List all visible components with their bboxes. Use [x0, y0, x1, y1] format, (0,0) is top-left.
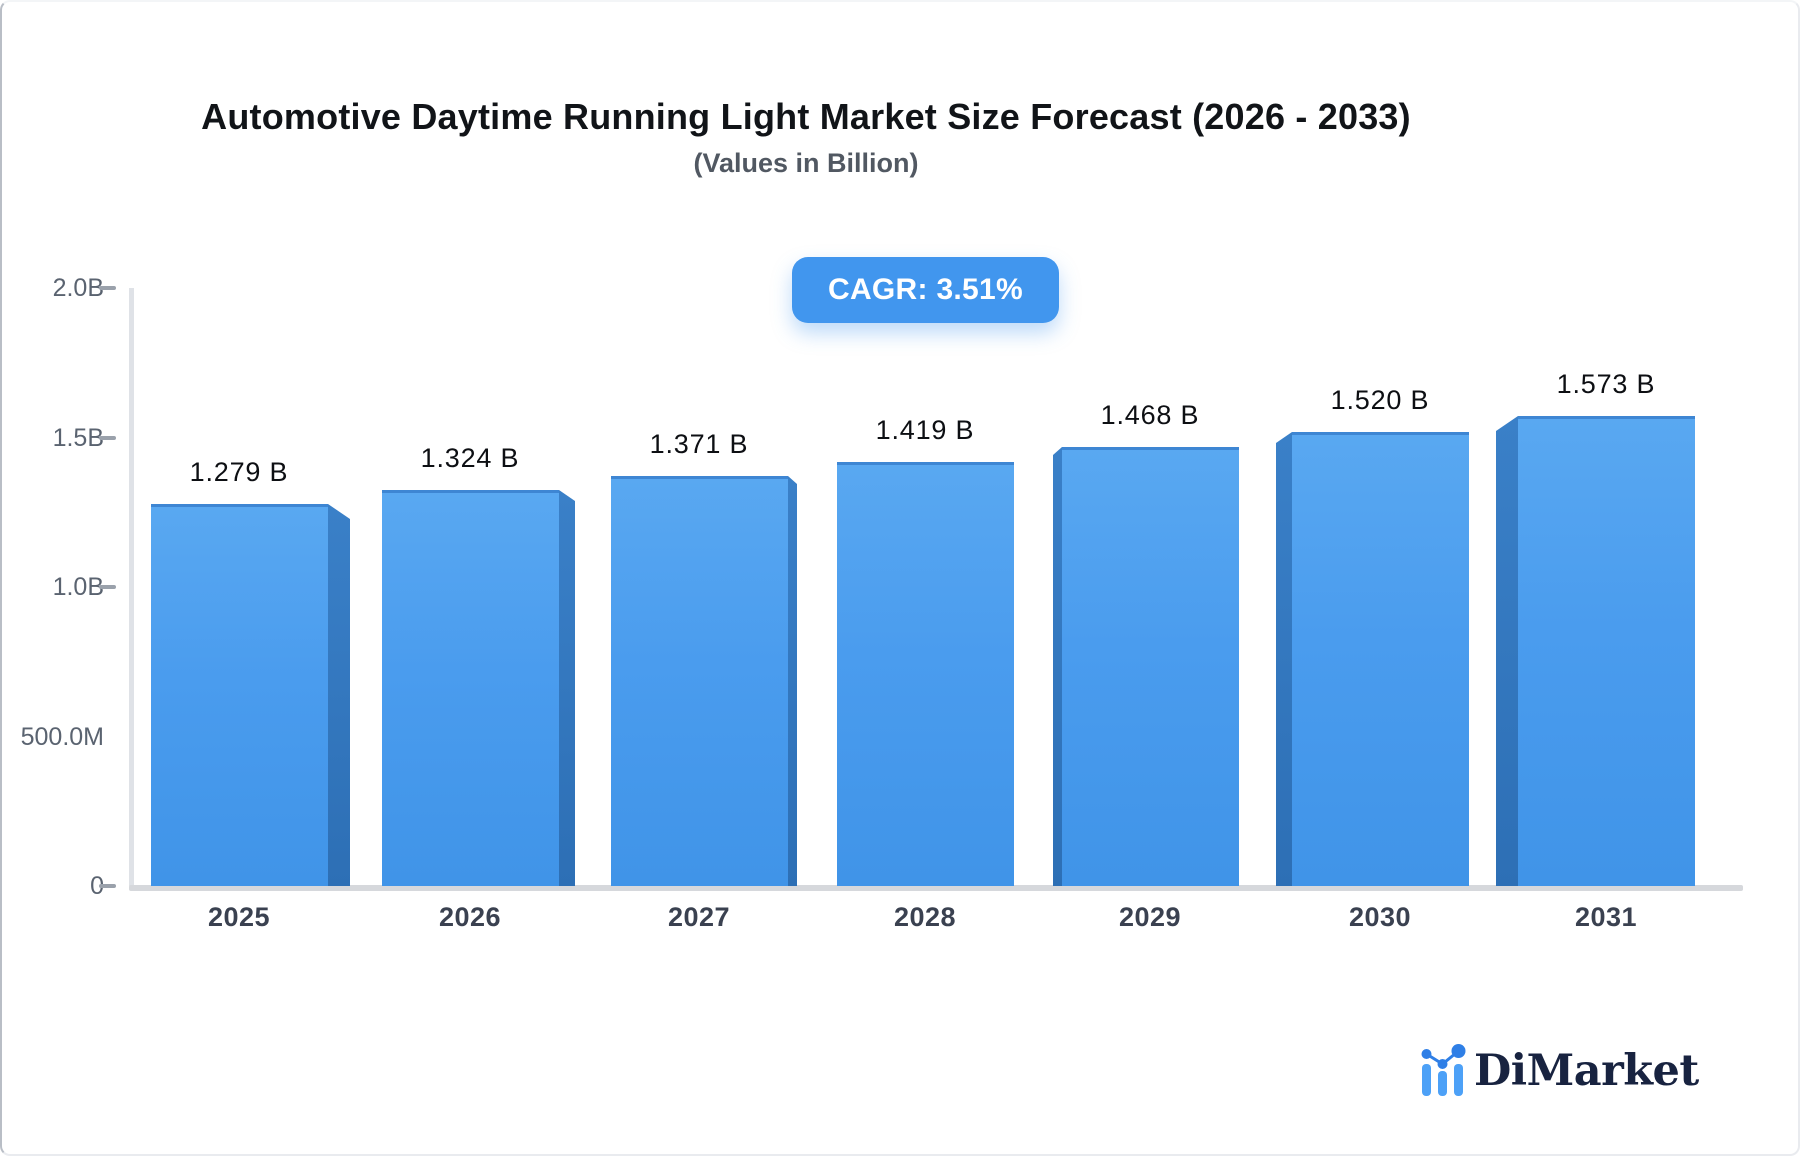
bar-value-label: 1.573 B [1556, 369, 1656, 399]
y-axis-tick-label: 500.0M [20, 722, 104, 751]
y-axis-line [129, 288, 134, 886]
chart-title: Automotive Daytime Running Light Market … [201, 96, 1411, 137]
x-axis-category-label: 2026 [438, 902, 502, 932]
y-axis-tick-label: 2.0B [52, 274, 104, 302]
bar-3d-side-panel [1496, 416, 1518, 886]
bar-2027[interactable] [611, 476, 788, 886]
cagr-badge-label: CAGR: 3.51% [827, 273, 1024, 306]
x-axis-category-label: 2027 [667, 902, 731, 932]
y-axis-tick-dash [99, 286, 116, 290]
bar-2030[interactable] [1292, 432, 1469, 886]
bar-3d-side-panel [788, 476, 797, 886]
x-axis-category-label: 2031 [1574, 902, 1638, 932]
bar-3d-side-panel [1276, 432, 1292, 886]
bar-2028[interactable] [837, 462, 1014, 886]
bar-value-label: 1.468 B [1100, 400, 1200, 430]
dimarket-logo-text: DiMarket [1474, 1046, 1699, 1096]
dimarket-logo [1421, 1044, 1467, 1096]
y-axis-tick-dash [99, 884, 116, 888]
x-axis-category-label: 2028 [893, 902, 957, 932]
bar-2031[interactable] [1518, 416, 1695, 886]
y-axis-tick-label: 0 [90, 872, 104, 900]
bar-3d-side-panel [328, 504, 350, 886]
dimarket-logo-icon [1421, 1044, 1466, 1096]
bar-2026[interactable] [382, 490, 559, 886]
bar-2025[interactable] [151, 504, 328, 886]
x-axis-category-label: 2030 [1348, 902, 1412, 932]
bar-3d-side-panel [559, 490, 575, 886]
bar-2029[interactable] [1062, 447, 1239, 886]
cagr-badge: CAGR: 3.51% [792, 257, 1059, 323]
bar-value-label: 1.324 B [420, 443, 520, 473]
y-axis-tick-dash [99, 585, 116, 589]
bar-value-label: 1.371 B [649, 429, 749, 459]
bar-value-label: 1.279 B [189, 457, 289, 487]
y-axis-tick-dash [99, 435, 116, 440]
x-axis-category-label: 2025 [207, 902, 271, 932]
chart-subtitle: (Values in Billion) [693, 148, 919, 178]
x-axis-category-label: 2029 [1118, 902, 1182, 932]
bar-value-label: 1.419 B [875, 415, 975, 445]
x-axis-baseline [129, 885, 1743, 891]
bar-value-label: 1.520 B [1330, 385, 1430, 415]
y-axis-tick-label: 1.5B [52, 423, 104, 452]
bar-3d-side-panel [1053, 447, 1062, 886]
y-axis-tick-label: 1.0B [52, 573, 104, 601]
